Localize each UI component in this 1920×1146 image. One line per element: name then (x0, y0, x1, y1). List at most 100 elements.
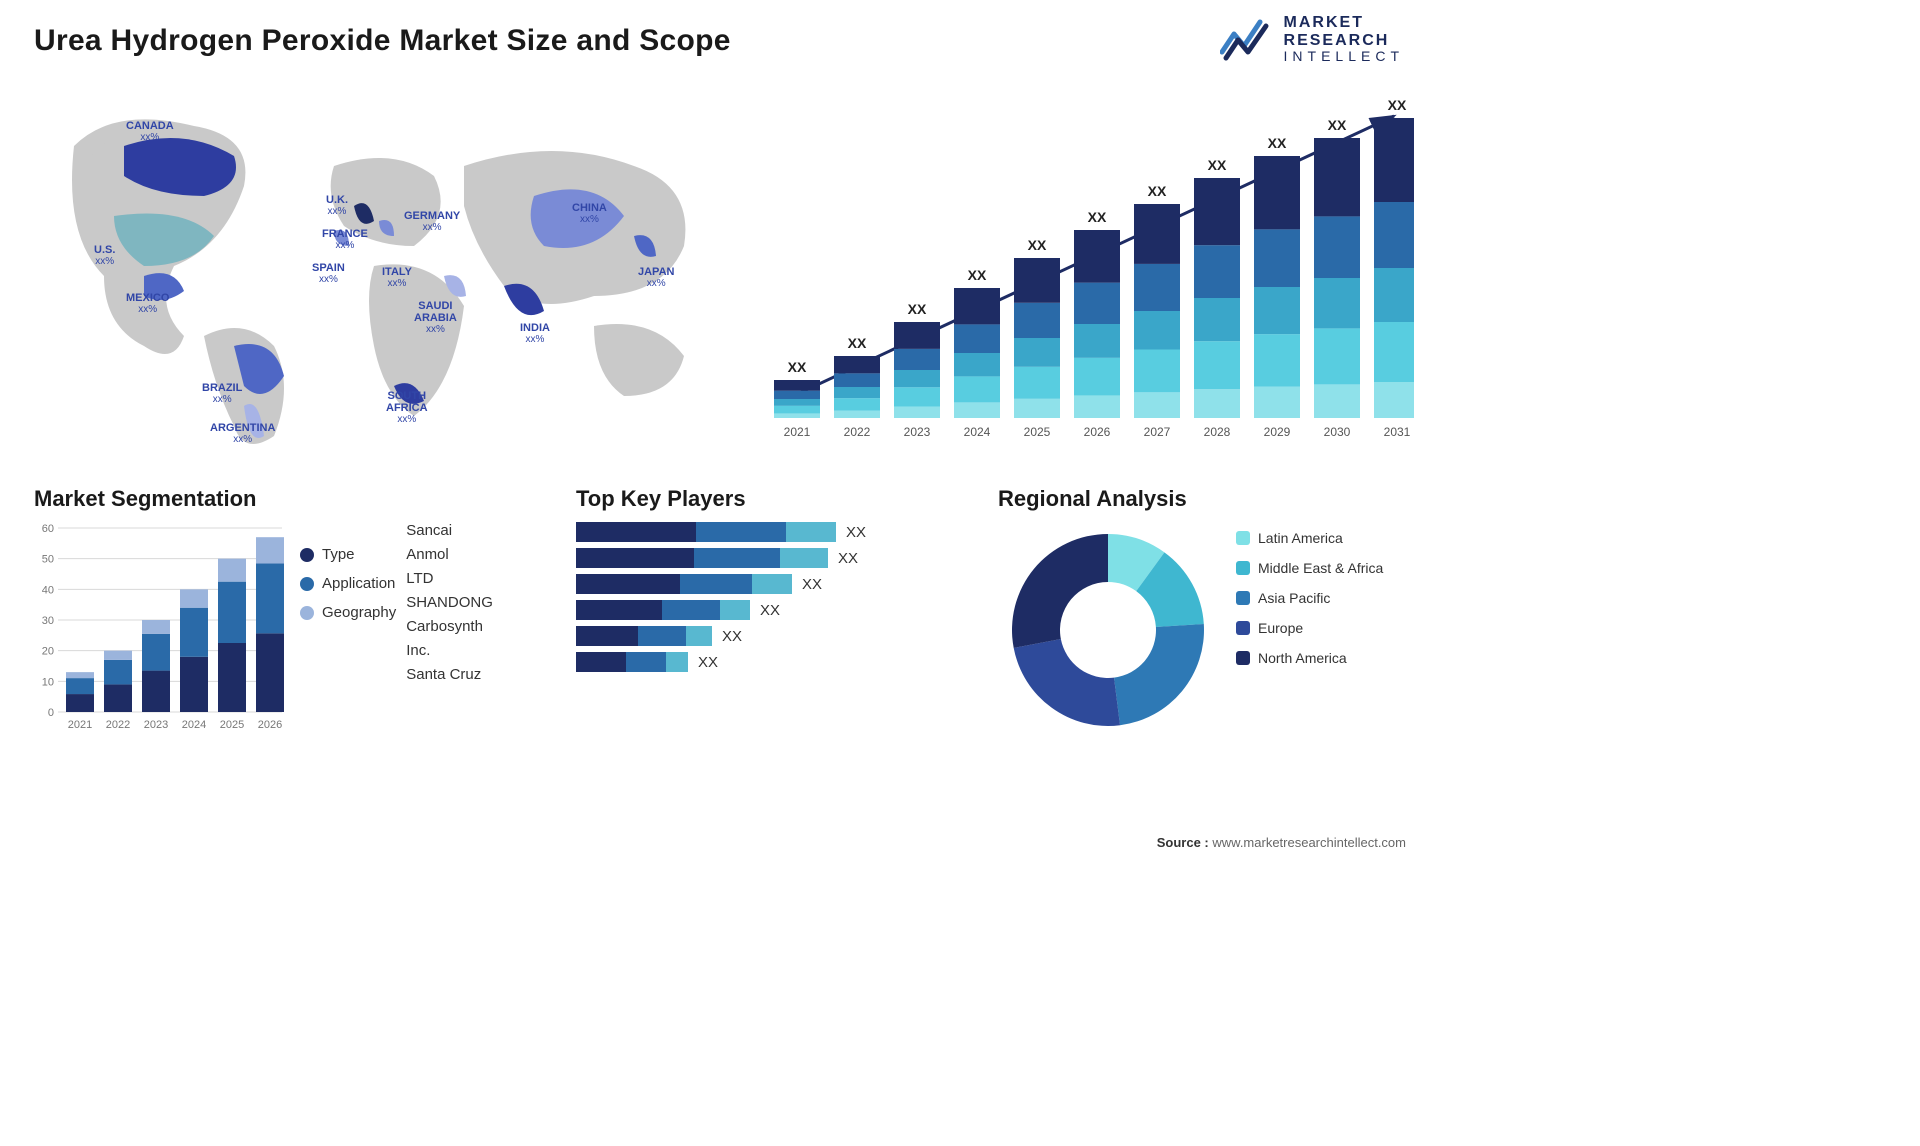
svg-text:XX: XX (1268, 135, 1287, 151)
player-name: SHANDONG (406, 594, 493, 611)
map-country-label: ITALYxx% (382, 266, 412, 289)
svg-text:2024: 2024 (182, 719, 206, 731)
segmentation-section: Market Segmentation 01020304050602021202… (34, 486, 554, 732)
source-attribution: Source : www.marketresearchintellect.com (1157, 835, 1406, 850)
svg-text:20: 20 (42, 646, 54, 658)
svg-text:0: 0 (48, 707, 54, 719)
map-country-label: FRANCExx% (322, 228, 368, 251)
logo-mark-icon (1220, 16, 1274, 62)
svg-text:2023: 2023 (144, 719, 168, 731)
player-bar-row: XX (576, 652, 976, 672)
top-players-title: Top Key Players (576, 486, 976, 512)
page-title: Urea Hydrogen Peroxide Market Size and S… (34, 24, 1406, 58)
svg-text:2030: 2030 (1324, 425, 1351, 439)
player-bar-label: XX (802, 576, 822, 593)
svg-text:2026: 2026 (1084, 425, 1111, 439)
svg-text:2026: 2026 (258, 719, 282, 731)
player-bar-label: XX (846, 524, 866, 541)
svg-text:XX: XX (788, 359, 807, 375)
svg-text:XX: XX (1028, 237, 1047, 253)
player-bar-label: XX (760, 602, 780, 619)
segmentation-player-list: Sancai Anmol LTD SHANDONG Carbosynth Inc. Sant… (406, 522, 493, 732)
player-bar-row: XX (576, 600, 976, 620)
svg-text:2027: 2027 (1144, 425, 1171, 439)
regional-donut (998, 522, 1218, 732)
svg-text:2022: 2022 (106, 719, 130, 731)
svg-text:2025: 2025 (1024, 425, 1051, 439)
regional-legend-item: Middle East & Africa (1236, 560, 1383, 576)
regional-title: Regional Analysis (998, 486, 1418, 512)
map-country-label: JAPANxx% (638, 266, 674, 289)
player-name: LTD (406, 570, 493, 587)
svg-text:2029: 2029 (1264, 425, 1291, 439)
forecast-chart-svg: XX 2021 XX 2022 XX 2023 XX 2024 XX 2025 XX 2026 XX 20… (754, 86, 1414, 466)
segmentation-legend-item: Geography (300, 604, 396, 621)
map-country-label: BRAZILxx% (202, 382, 242, 405)
regional-donut-svg (998, 522, 1218, 732)
svg-text:XX: XX (1388, 97, 1407, 113)
svg-text:2025: 2025 (220, 719, 244, 731)
player-bar-row: XX (576, 626, 976, 646)
svg-text:XX: XX (1148, 183, 1167, 199)
map-country-label: GERMANYxx% (404, 210, 460, 233)
svg-text:30: 30 (42, 615, 54, 627)
logo-text-1: MARKET (1284, 14, 1404, 32)
regional-legend-item: North America (1236, 650, 1383, 666)
map-country-label: CHINAxx% (572, 202, 607, 225)
top-players-section: Top Key Players XXXXXXXXXXXX (576, 486, 976, 732)
svg-text:2023: 2023 (904, 425, 931, 439)
svg-text:XX: XX (968, 267, 987, 283)
player-name: Anmol (406, 546, 493, 563)
segmentation-chart-svg: 0102030405060202120222023202420252026 (34, 522, 284, 732)
player-bar-label: XX (698, 654, 718, 671)
regional-legend: Latin America Middle East & Africa Asia Pa… (1236, 530, 1383, 732)
svg-text:10: 10 (42, 676, 54, 688)
source-url: www.marketresearchintellect.com (1212, 835, 1406, 850)
forecast-chart: XX 2021 XX 2022 XX 2023 XX 2024 XX 2025 XX 2026 XX 20… (754, 86, 1414, 466)
player-name: Sancai (406, 522, 493, 539)
segmentation-legend: Type Application Geography (300, 546, 396, 732)
regional-legend-item: Latin America (1236, 530, 1383, 546)
svg-text:60: 60 (42, 523, 54, 535)
map-country-label: SAUDIARABIAxx% (414, 300, 457, 335)
svg-text:2028: 2028 (1204, 425, 1231, 439)
svg-text:2021: 2021 (68, 719, 92, 731)
regional-legend-item: Europe (1236, 620, 1383, 636)
map-country-label: U.S.xx% (94, 244, 115, 267)
map-country-label: U.K.xx% (326, 194, 348, 217)
player-bar-label: XX (722, 628, 742, 645)
svg-text:XX: XX (1208, 157, 1227, 173)
map-country-label: CANADAxx% (126, 120, 174, 143)
svg-text:XX: XX (1328, 117, 1347, 133)
brand-logo: MARKET RESEARCH INTELLECT (1220, 14, 1404, 65)
segmentation-chart: 0102030405060202120222023202420252026 (34, 522, 284, 732)
logo-text-2: RESEARCH (1284, 32, 1404, 50)
top-players-bars: XXXXXXXXXXXX (576, 522, 976, 672)
player-bar-label: XX (838, 550, 858, 567)
svg-text:50: 50 (42, 554, 54, 566)
svg-text:2031: 2031 (1384, 425, 1411, 439)
svg-text:XX: XX (908, 301, 927, 317)
regional-section: Regional Analysis Latin America Middle Ea… (998, 486, 1418, 732)
source-label: Source : (1157, 835, 1209, 850)
player-bar-row: XX (576, 548, 976, 568)
svg-text:2022: 2022 (844, 425, 871, 439)
player-name: Santa Cruz (406, 666, 493, 683)
map-country-label: MEXICOxx% (126, 292, 169, 315)
map-country-label: INDIAxx% (520, 322, 550, 345)
player-name: Inc. (406, 642, 493, 659)
logo-text-3: INTELLECT (1284, 49, 1404, 64)
world-map: CANADAxx% U.S.xx% MEXICOxx% BRAZILxx% ARGENT… (34, 86, 734, 466)
player-bar-row: XX (576, 522, 976, 542)
segmentation-title: Market Segmentation (34, 486, 554, 512)
map-country-label: SOUTHAFRICAxx% (386, 390, 428, 425)
segmentation-legend-item: Type (300, 546, 396, 563)
svg-text:2024: 2024 (964, 425, 991, 439)
map-country-label: ARGENTINAxx% (210, 422, 275, 445)
regional-legend-item: Asia Pacific (1236, 590, 1383, 606)
svg-text:XX: XX (1088, 209, 1107, 225)
segmentation-legend-item: Application (300, 575, 396, 592)
svg-text:2021: 2021 (784, 425, 811, 439)
player-name: Carbosynth (406, 618, 493, 635)
map-country-label: SPAINxx% (312, 262, 345, 285)
